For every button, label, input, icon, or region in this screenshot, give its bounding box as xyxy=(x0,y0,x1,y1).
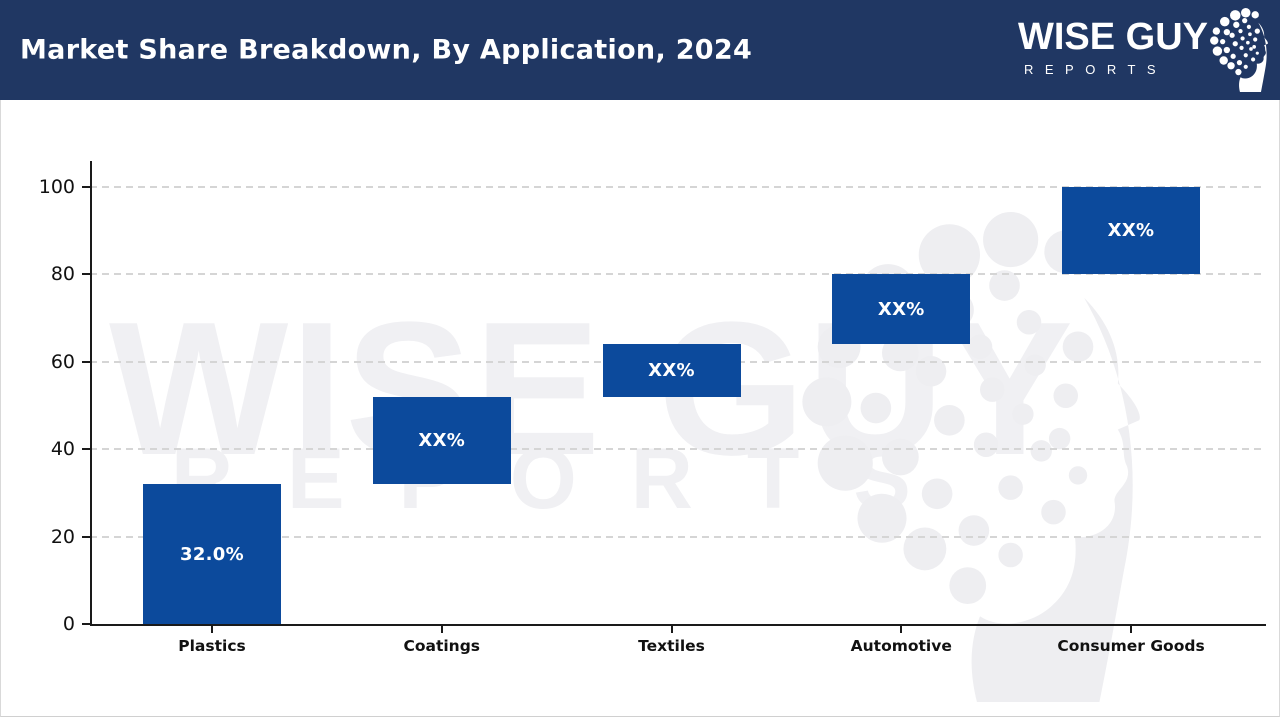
y-tick-80 xyxy=(82,273,90,275)
x-tick-2 xyxy=(440,626,443,633)
bar-consumer-goods: XX% xyxy=(1062,186,1200,274)
y-tick-100 xyxy=(82,185,90,188)
gridline-40 xyxy=(90,448,1266,450)
y-tick-20 xyxy=(82,535,90,538)
bar-textiles: XX% xyxy=(602,344,741,397)
y-tick-label-80: 80 xyxy=(50,263,75,285)
gridline-20 xyxy=(90,535,1266,538)
bar-automotive: XX% xyxy=(832,274,971,344)
y-tick-label-100: 100 xyxy=(38,175,75,198)
y-tick-40 xyxy=(82,448,90,450)
watermark-subtitle: REPORTS xyxy=(171,431,965,527)
x-tick-1 xyxy=(211,626,213,633)
x-tick-4 xyxy=(900,626,903,633)
y-tick-label-0: 0 xyxy=(62,613,75,635)
x-tick-3 xyxy=(670,626,673,633)
gridline-80 xyxy=(90,273,1266,275)
category-label-5: Consumer Goods xyxy=(1057,637,1205,655)
header-banner: Market Share Breakdown, By Application, … xyxy=(0,0,1280,100)
category-label-3: Textiles xyxy=(638,637,705,655)
gridline-100 xyxy=(90,185,1266,188)
bar-value-label: XX% xyxy=(648,359,695,381)
y-tick-label-40: 40 xyxy=(50,438,75,460)
category-label-4: Automotive xyxy=(850,637,952,655)
bar-value-label: XX% xyxy=(877,298,925,320)
y-tick-label-60: 60 xyxy=(50,350,75,373)
y-tick-0 xyxy=(82,623,90,625)
category-label-2: Coatings xyxy=(403,637,481,655)
bar-value-label: XX% xyxy=(418,429,466,451)
y-tick-label-20: 20 xyxy=(50,525,75,548)
bar-value-label: XX% xyxy=(1107,219,1155,241)
y-tick-60 xyxy=(82,360,90,363)
logo-subtitle: REPORTS xyxy=(1024,62,1168,77)
dotted-face-icon xyxy=(1209,8,1272,92)
y-axis-line xyxy=(90,161,92,626)
brand-logo: WISE GUY REPORTS xyxy=(1018,0,1268,100)
bar-value-label: 32.0% xyxy=(180,543,244,565)
x-axis-line xyxy=(90,624,1266,626)
chart-area: WISE GUY REPORTS 0 20 40 60 80 100 32.0% XX% XX… xyxy=(0,100,1280,717)
category-label-1: Plastics xyxy=(178,637,246,655)
bar-coatings: XX% xyxy=(372,396,511,484)
bar-plastics: 32.0% xyxy=(143,484,281,624)
x-tick-5 xyxy=(1130,626,1132,633)
page-title: Market Share Breakdown, By Application, … xyxy=(20,34,753,66)
logo-wordmark: WISE GUY xyxy=(1018,16,1209,58)
